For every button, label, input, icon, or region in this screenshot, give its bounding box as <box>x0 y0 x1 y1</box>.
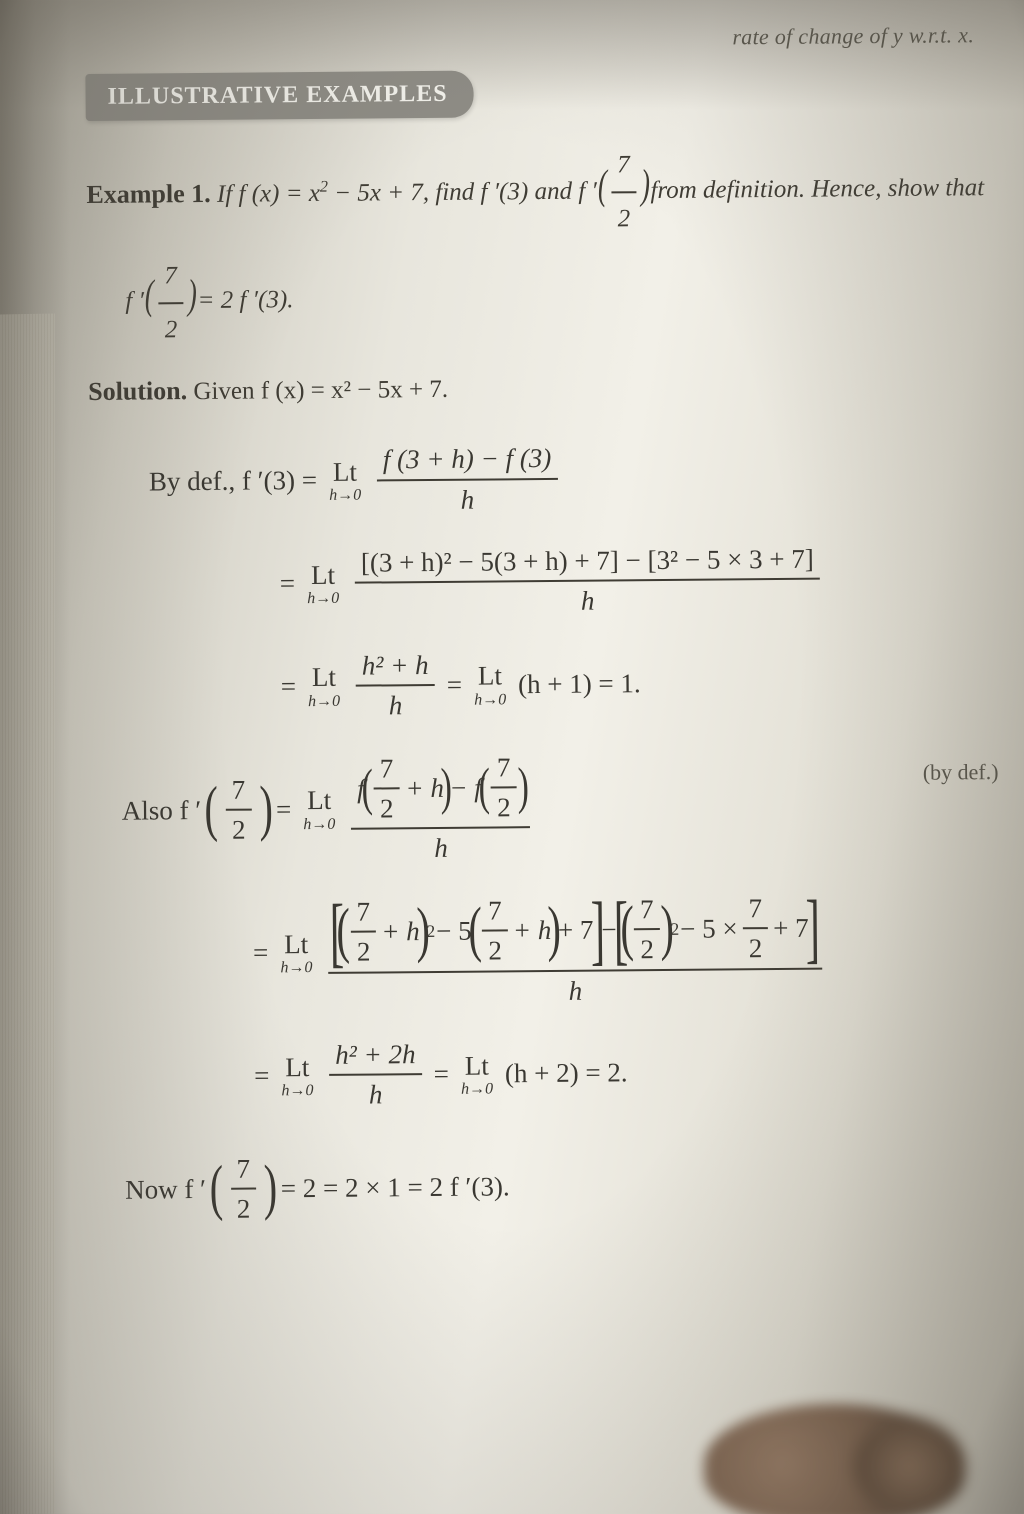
limit-icon: Lth→0 <box>307 558 339 608</box>
stem-text-2: − 5x + 7, find f ′(3) and f ′ <box>328 178 597 207</box>
frac-line5: [ ( 7 2 + h ) 2 − 5 ( 7 2 + h ) <box>328 891 823 1008</box>
bracket-right-icon: ] <box>590 902 605 957</box>
line3-rhs: (h + 1) = 1. <box>518 667 641 700</box>
math-line-3: = Lth→0 h² + h h = Lth→0 (h + 1) = 1. <box>280 644 990 723</box>
frac-line3: h² + h h <box>356 649 435 722</box>
now-rhs: = 2 = 2 × 1 = 2 f ′(3). <box>281 1170 510 1204</box>
paren-right-icon: ) <box>640 171 649 200</box>
also-frac: 7 2 <box>226 773 252 846</box>
frac-line4: f ( 7 2 + h ) − f ( 7 2 ) h <box>351 751 531 866</box>
conclude-fraction: 7 2 <box>158 253 183 354</box>
frac-line1: f (3 + h) − f (3) h <box>377 442 558 516</box>
math-line-now: Now f ′ ( 7 2 ) = 2 = 2 × 1 = 2 f ′(3). <box>125 1146 995 1226</box>
now-text: Now f ′ <box>125 1173 206 1206</box>
paren-left-icon: ( <box>597 171 606 200</box>
paren-left-icon: ( <box>479 769 491 805</box>
hand-photo-artifact <box>704 1404 964 1514</box>
stem-text-3: from definition. Hence, show that <box>650 174 984 204</box>
conclude-rhs: = 2 f ′(3). <box>197 287 293 315</box>
inner-frac-5a: 7 2 <box>350 895 376 968</box>
solution-given: Solution. Given f (x) = x² − 5x + 7. <box>88 360 987 416</box>
paren-right-icon: ) <box>441 770 453 806</box>
bracket-right-icon: ] <box>805 900 820 955</box>
inner-frac-5c: 7 2 <box>634 893 660 966</box>
limit-icon: Lth→0 <box>280 928 312 978</box>
paren-right-icon: ) <box>517 769 529 805</box>
math-line-6: = Lth→0 h² + 2h h = Lth→0 (h + 2) = 2. <box>254 1033 994 1112</box>
limit-icon: Lth→0 <box>308 661 340 711</box>
limit-icon: Lth→0 <box>303 784 335 834</box>
paren-left-icon: ( <box>468 909 482 953</box>
side-note: (by def.) <box>923 759 999 786</box>
page-content: rate of change of y w.r.t. x. ILLUSTRATI… <box>85 22 995 1256</box>
given-text: Given f (x) = x² − 5x + 7. <box>193 376 448 405</box>
paren-right-icon: ) <box>264 1167 278 1211</box>
section-pill: ILLUSTRATIVE EXAMPLES <box>85 71 473 121</box>
solution-label: Solution. <box>88 376 187 406</box>
limit-icon: Lth→0 <box>474 660 506 710</box>
example-stem: Example 1. If f (x) = x2 − 5x + 7, find … <box>86 139 986 247</box>
inner-frac-5d: 7 2 <box>742 892 768 965</box>
limit-icon: Lth→0 <box>281 1051 313 1101</box>
math-line-5: = Lth→0 [ ( 7 2 + h ) 2 − 5 ( 7 2 <box>253 890 993 1010</box>
paren-left-icon: ( <box>209 1167 223 1211</box>
paren-left-icon: ( <box>337 910 351 954</box>
paren-left-icon: ( <box>205 788 219 832</box>
frac-line6: h² + 2h h <box>329 1038 422 1112</box>
inner-frac-2: 7 2 <box>491 751 517 824</box>
inner-frac-5b: 7 2 <box>482 894 508 967</box>
math-line-1: By def., f ′(3) = Lth→0 f (3 + h) − f (3… <box>149 438 989 518</box>
line6-rhs: (h + 2) = 2. <box>505 1056 628 1089</box>
stem-fraction: 7 2 <box>611 142 636 243</box>
paren-right-icon: ) <box>660 907 674 951</box>
conclude-lhs: f ′ <box>125 288 144 315</box>
example-label: Example 1. <box>86 179 210 209</box>
stem-text-1: If f (x) = x <box>217 180 320 208</box>
bydef-text: By def., f ′(3) = <box>149 464 317 498</box>
also-label: Also f ′ <box>122 794 202 827</box>
paren-left-icon: ( <box>145 282 154 311</box>
inner-frac-1: 7 2 <box>374 752 400 825</box>
limit-icon: Lth→0 <box>329 455 361 505</box>
example-conclude: f ′ ( 7 2 ) = 2 f ′(3). <box>87 246 987 354</box>
paren-right-icon: ) <box>259 788 273 832</box>
limit-icon: Lth→0 <box>461 1049 493 1099</box>
now-frac: 7 2 <box>230 1152 256 1225</box>
frac-line2: [(3 + h)² − 5(3 + h) + 7] − [3² − 5 × 3 … <box>355 543 821 620</box>
paren-right-icon: ) <box>188 282 197 311</box>
section-header-row: ILLUSTRATIVE EXAMPLES <box>85 66 984 121</box>
paren-right-icon: ) <box>416 909 430 953</box>
paren-right-icon: ) <box>548 908 562 952</box>
math-line-4: Also f ′ ( 7 2 ) = Lth→0 f ( 7 2 + h ) −… <box>121 747 991 868</box>
paren-left-icon: ( <box>361 770 373 806</box>
math-line-2: = Lth→0 [(3 + h)² − 5(3 + h) + 7] − [3² … <box>280 541 990 620</box>
paren-left-icon: ( <box>620 908 634 952</box>
